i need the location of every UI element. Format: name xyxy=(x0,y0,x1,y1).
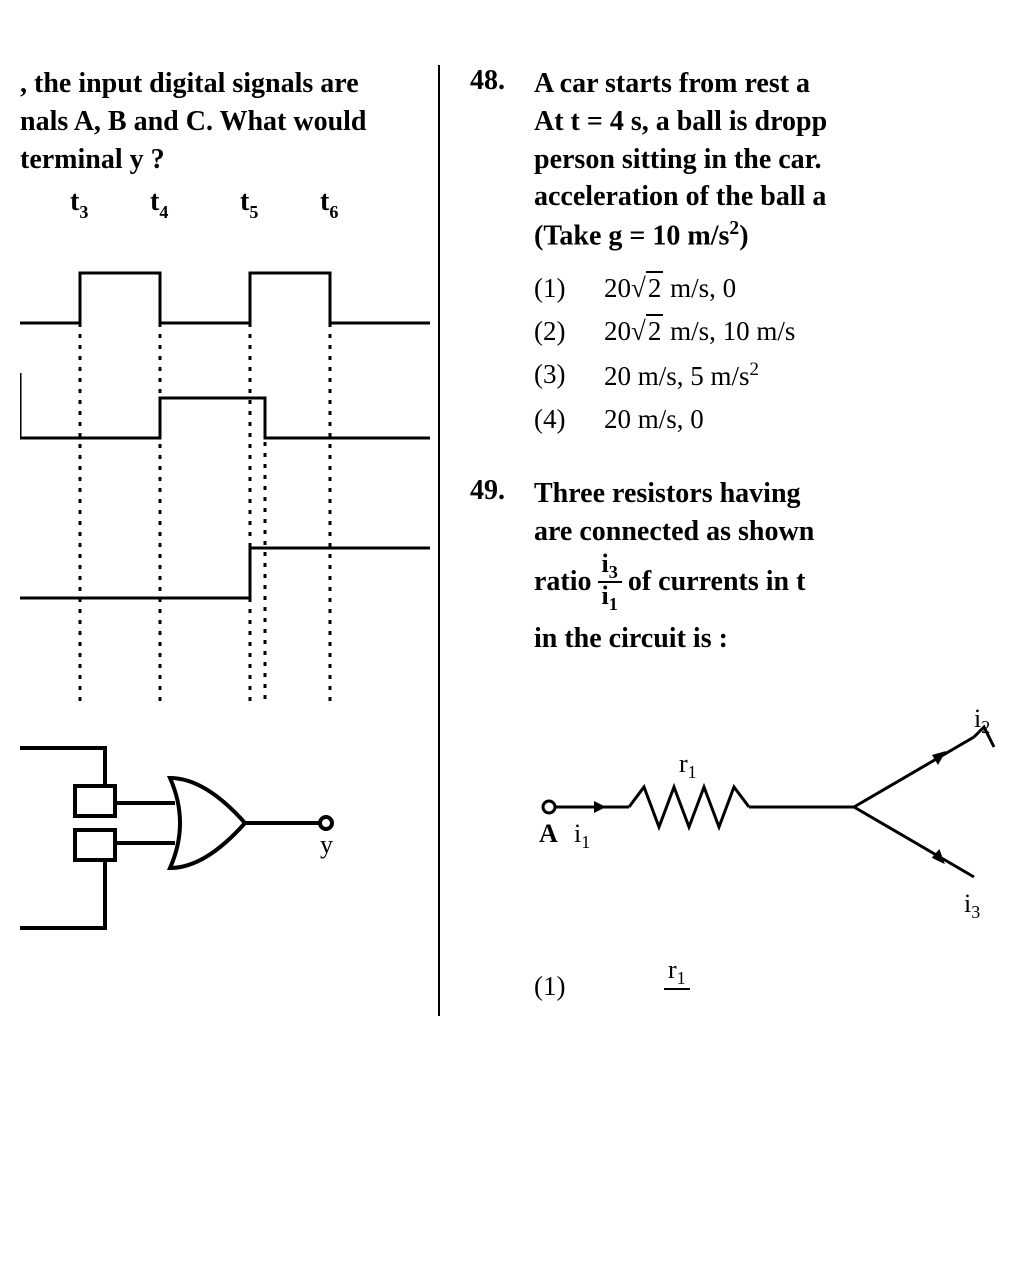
svg-text:i1: i1 xyxy=(574,819,590,852)
logic-gate-diagram: y xyxy=(20,708,440,958)
right-column: 48. A car starts from rest a At t = 4 s,… xyxy=(440,65,1024,1016)
svg-text:A: A xyxy=(539,819,558,848)
q49-opt1-frac: r1 xyxy=(664,957,690,1015)
gate-output-label: y xyxy=(320,830,333,859)
q48-option-3: (3) 20 m/s, 5 m/s2 xyxy=(534,359,1008,392)
q48-line5: (Take g = 10 m/s2) xyxy=(534,216,1008,255)
left-q-line1: , the input digital signals are xyxy=(20,65,438,103)
timing-diagram: t3 t4 t5 t6 xyxy=(20,188,440,708)
q48-number: 48. xyxy=(470,65,530,97)
svg-text:r1: r1 xyxy=(679,749,697,782)
q48-option-1: (1) 20√2 m/s, 0 xyxy=(534,273,1008,304)
svg-text:t6: t6 xyxy=(320,188,338,222)
q49-option-1: (1) xyxy=(534,971,604,1002)
svg-text:t4: t4 xyxy=(150,188,168,222)
svg-text:t5: t5 xyxy=(240,188,258,222)
q48-line3: person sitting in the car. xyxy=(534,141,1008,179)
left-q-line3: terminal y ? xyxy=(20,141,438,179)
q49-line2: are connected as shown xyxy=(534,513,1008,551)
q48-line4: acceleration of the ball a xyxy=(534,178,1008,216)
svg-text:i2: i2 xyxy=(974,704,990,737)
resistor-circuit-diagram: A i1 r1 i2 i3 xyxy=(534,687,1014,947)
q49-line1: Three resistors having xyxy=(534,475,1008,513)
q48: 48. A car starts from rest a At t = 4 s,… xyxy=(470,65,1024,447)
q48-line1: A car starts from rest a xyxy=(534,65,1008,103)
q49-line3: ratio i3 i1 of currents in t xyxy=(534,551,1008,614)
q48-option-2: (2) 20√2 m/s, 10 m/s xyxy=(534,316,1008,347)
q48-line2: At t = 4 s, a ball is dropp xyxy=(534,103,1008,141)
svg-text:i3: i3 xyxy=(964,889,980,922)
left-column: , the input digital signals are nals A, … xyxy=(0,65,440,1016)
svg-text:t3: t3 xyxy=(70,188,88,222)
left-q-line2: nals A, B and C. What would xyxy=(20,103,438,141)
q49: 49. Three resistors having are connected… xyxy=(470,475,1024,1016)
q49-number: 49. xyxy=(470,475,530,507)
q48-option-4: (4) 20 m/s, 0 xyxy=(534,404,1008,435)
q49-line4: in the circuit is : xyxy=(534,620,1008,658)
